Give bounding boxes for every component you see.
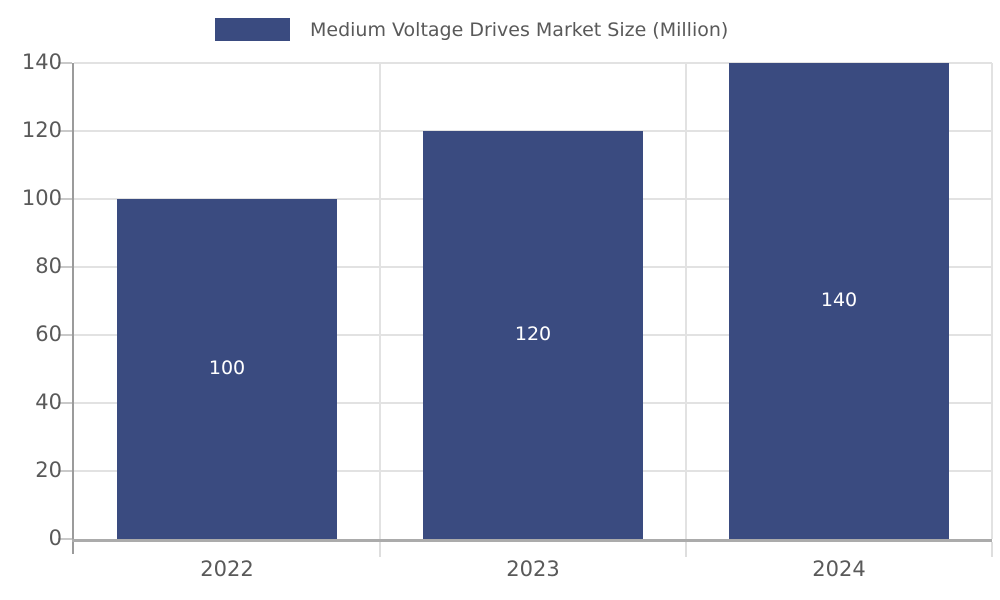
- y-tick-label: 120: [21, 118, 62, 142]
- y-tick-label: 100: [21, 186, 62, 210]
- y-tick-mark: [58, 198, 72, 200]
- x-tick-label: 2023: [506, 557, 560, 581]
- y-tick-label: 80: [35, 254, 62, 278]
- bar-value-label: 140: [820, 289, 858, 311]
- y-tick-label: 20: [35, 458, 62, 482]
- v-gridline: [379, 63, 381, 539]
- x-tick-mark: [991, 542, 993, 557]
- x-tick-mark: [685, 542, 687, 557]
- x-tick-mark: [379, 542, 381, 557]
- y-tick-mark: [58, 130, 72, 132]
- y-tick-label: 0: [48, 526, 62, 550]
- x-axis-line: [72, 539, 992, 542]
- v-gridline: [685, 63, 687, 539]
- y-tick-label: 60: [35, 322, 62, 346]
- legend-label: Medium Voltage Drives Market Size (Milli…: [310, 18, 729, 41]
- y-tick-label: 40: [35, 390, 62, 414]
- y-tick-mark: [58, 470, 72, 472]
- y-tick-mark: [58, 402, 72, 404]
- h-gridline: [74, 62, 992, 64]
- y-tick-mark: [58, 62, 72, 64]
- legend-swatch: [215, 18, 290, 41]
- bar: 120: [423, 131, 643, 539]
- bar: 140: [729, 63, 949, 539]
- bar-value-label: 100: [208, 357, 246, 379]
- y-tick-mark: [58, 334, 72, 336]
- y-axis-line: [72, 63, 74, 554]
- x-tick-label: 2022: [200, 557, 254, 581]
- x-tick-label: 2024: [812, 557, 866, 581]
- bar-value-label: 120: [514, 323, 552, 345]
- y-tick-mark: [58, 266, 72, 268]
- legend: Medium Voltage Drives Market Size (Milli…: [215, 18, 728, 41]
- plot-area: 100 120 140 0 20 40 60 80 100 120 140 2022 2023 2024: [22, 52, 993, 581]
- bar: 100: [117, 199, 337, 539]
- y-tick-mark: [58, 538, 72, 540]
- v-gridline: [991, 63, 993, 539]
- y-tick-label: 140: [21, 50, 62, 74]
